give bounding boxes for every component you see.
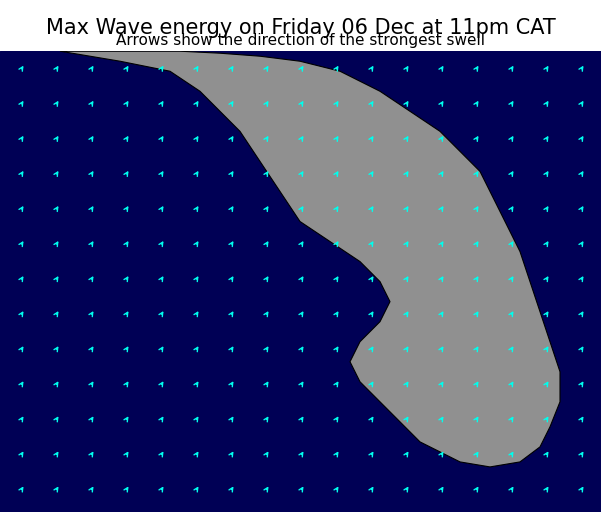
Text: Max Wave energy on Friday 06 Dec at 11pm CAT: Max Wave energy on Friday 06 Dec at 11pm… xyxy=(46,18,555,38)
Polygon shape xyxy=(60,51,560,467)
Text: Arrows show the direction of the strongest swell: Arrows show the direction of the stronge… xyxy=(116,33,485,48)
